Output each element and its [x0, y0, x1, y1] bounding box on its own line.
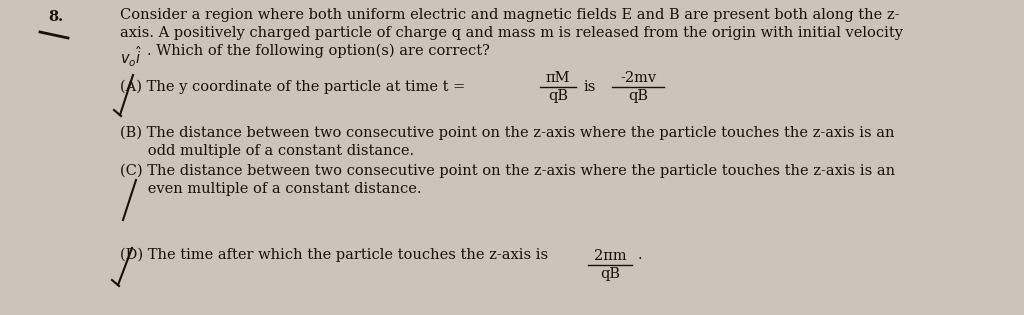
Text: (A) The y coordinate of the particle at time t =: (A) The y coordinate of the particle at …: [120, 80, 465, 94]
Text: .: .: [638, 248, 643, 262]
Text: qB: qB: [600, 267, 620, 281]
Text: (B) The distance between two consecutive point on the z-axis where the particle : (B) The distance between two consecutive…: [120, 126, 895, 140]
Text: Consider a region where both uniform electric and magnetic fields E and B are pr: Consider a region where both uniform ele…: [120, 8, 899, 22]
Text: odd multiple of a constant distance.: odd multiple of a constant distance.: [120, 144, 414, 158]
Text: $v_o\hat{i}$: $v_o\hat{i}$: [120, 44, 142, 69]
Text: qB: qB: [628, 89, 648, 103]
Text: (C) The distance between two consecutive point on the z-axis where the particle : (C) The distance between two consecutive…: [120, 164, 895, 178]
Text: even multiple of a constant distance.: even multiple of a constant distance.: [120, 182, 422, 196]
Text: axis. A positively charged particle of charge q and mass m is released from the : axis. A positively charged particle of c…: [120, 26, 903, 40]
Text: 8.: 8.: [48, 10, 63, 24]
Text: -2mv: -2mv: [620, 71, 656, 85]
Text: 2πm: 2πm: [594, 249, 627, 263]
Text: qB: qB: [548, 89, 568, 103]
Text: is: is: [584, 80, 596, 94]
Text: πM: πM: [546, 71, 570, 85]
Text: . Which of the following option(s) are correct?: . Which of the following option(s) are c…: [147, 44, 489, 58]
Text: (D) The time after which the particle touches the z-axis is: (D) The time after which the particle to…: [120, 248, 548, 262]
